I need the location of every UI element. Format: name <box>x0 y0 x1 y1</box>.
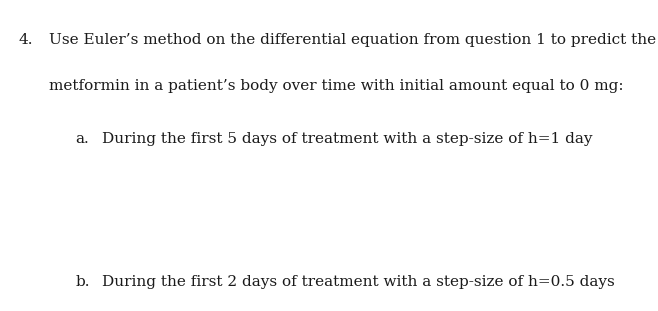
Text: metformin in a patient’s body over time with initial amount equal to 0 mg:: metformin in a patient’s body over time … <box>49 79 624 93</box>
Text: a.: a. <box>76 132 89 146</box>
Text: During the first 5 days of treatment with a step-size of h=1 day: During the first 5 days of treatment wit… <box>102 132 592 146</box>
Text: b.: b. <box>76 275 90 289</box>
Text: Use Euler’s method on the differential equation from question 1 to predict the a: Use Euler’s method on the differential e… <box>49 33 658 47</box>
Text: 4.: 4. <box>18 33 33 47</box>
Text: During the first 2 days of treatment with a step-size of h=0.5 days: During the first 2 days of treatment wit… <box>102 275 615 289</box>
